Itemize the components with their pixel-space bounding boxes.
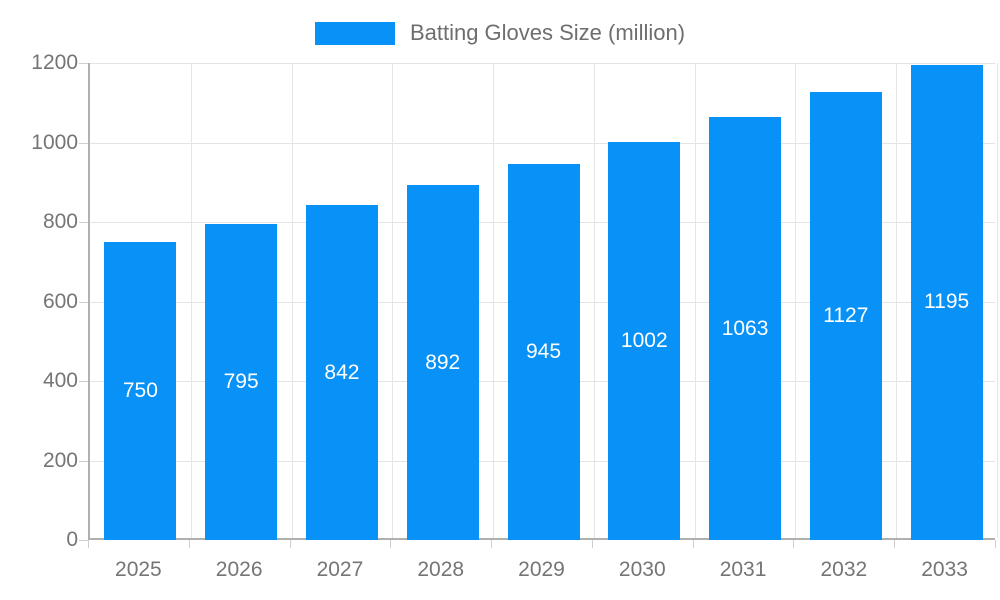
bar-value-label: 842 bbox=[324, 360, 360, 384]
y-tick-label: 1200 bbox=[31, 51, 78, 74]
x-gridline bbox=[392, 63, 394, 538]
x-tick-label: 2028 bbox=[417, 558, 465, 581]
y-tick-mark bbox=[79, 142, 88, 144]
y-tick-label: 1000 bbox=[31, 130, 78, 154]
y-tick-mark bbox=[79, 63, 88, 64]
x-tick-mark bbox=[289, 540, 291, 548]
y-tick-mark bbox=[79, 222, 88, 223]
x-gridline bbox=[291, 63, 293, 538]
x-tick-mark bbox=[793, 540, 795, 548]
x-gridline bbox=[593, 63, 595, 538]
bar-value-label: 892 bbox=[425, 350, 461, 374]
y-tick-label: 600 bbox=[42, 289, 78, 313]
plot-area: 750 795 842 892 945 1002 1063 1127 1195 bbox=[88, 63, 998, 540]
x-gridline bbox=[694, 63, 696, 538]
bar-2031 bbox=[709, 117, 782, 540]
x-gridline bbox=[493, 63, 495, 538]
x-tick-label: 2030 bbox=[618, 558, 666, 581]
y-tick-mark bbox=[79, 381, 88, 382]
x-tick-mark bbox=[491, 540, 493, 548]
x-tick-mark bbox=[692, 540, 694, 548]
x-gridline bbox=[997, 63, 998, 538]
y-tick-label: 800 bbox=[42, 210, 78, 233]
x-tick-mark bbox=[188, 540, 190, 548]
y-gridline bbox=[90, 142, 995, 144]
x-tick-mark bbox=[88, 540, 89, 548]
x-tick-label: 2031 bbox=[719, 558, 767, 581]
x-tick-label: 2029 bbox=[518, 558, 565, 581]
bar-value-label: 945 bbox=[525, 340, 562, 364]
y-tick-mark bbox=[79, 460, 88, 462]
x-axis: 2025 2026 2027 2028 2029 2030 2031 2032 2033 bbox=[88, 558, 995, 588]
y-axis: 0 200 400 600 800 1000 1200 bbox=[0, 52, 78, 551]
bar-value-label: 1127 bbox=[823, 304, 869, 327]
y-tick-mark bbox=[79, 301, 88, 303]
bar-2033 bbox=[910, 64, 983, 540]
x-tick-mark bbox=[995, 540, 996, 548]
x-gridline bbox=[795, 63, 797, 538]
x-gridline bbox=[896, 63, 898, 538]
x-tick-label: 2032 bbox=[820, 558, 868, 581]
bar-2026 bbox=[205, 223, 278, 540]
x-tick-mark bbox=[591, 540, 593, 548]
y-tick-label: 200 bbox=[42, 448, 78, 472]
y-tick-mark bbox=[79, 540, 88, 541]
x-tick-label: 2033 bbox=[921, 558, 968, 581]
y-tick-label: 0 bbox=[66, 528, 78, 551]
x-tick-label: 2025 bbox=[115, 558, 162, 581]
bar-2027 bbox=[305, 205, 378, 540]
legend: Batting Gloves Size (million) bbox=[0, 20, 1000, 46]
bar-value-label: 795 bbox=[223, 369, 259, 393]
bar-value-label: 1063 bbox=[721, 316, 769, 340]
bar-value-label: 750 bbox=[122, 378, 158, 402]
bar-2029 bbox=[507, 164, 580, 540]
x-tick-mark bbox=[894, 540, 896, 548]
bar-2025 bbox=[104, 241, 177, 540]
bar-2028 bbox=[406, 185, 479, 540]
legend-swatch bbox=[314, 21, 395, 45]
x-gridline bbox=[190, 63, 192, 538]
bar-value-label: 1195 bbox=[924, 290, 970, 314]
y-tick-label: 400 bbox=[42, 369, 78, 392]
bar-2032 bbox=[809, 92, 882, 540]
x-tick-label: 2027 bbox=[316, 558, 364, 581]
x-tick-mark bbox=[390, 540, 392, 548]
x-tick-label: 2026 bbox=[215, 558, 263, 581]
bar-2030 bbox=[608, 141, 681, 540]
bar-value-label: 1002 bbox=[620, 328, 668, 352]
legend-label: Batting Gloves Size (million) bbox=[409, 20, 686, 45]
y-gridline bbox=[90, 63, 995, 64]
